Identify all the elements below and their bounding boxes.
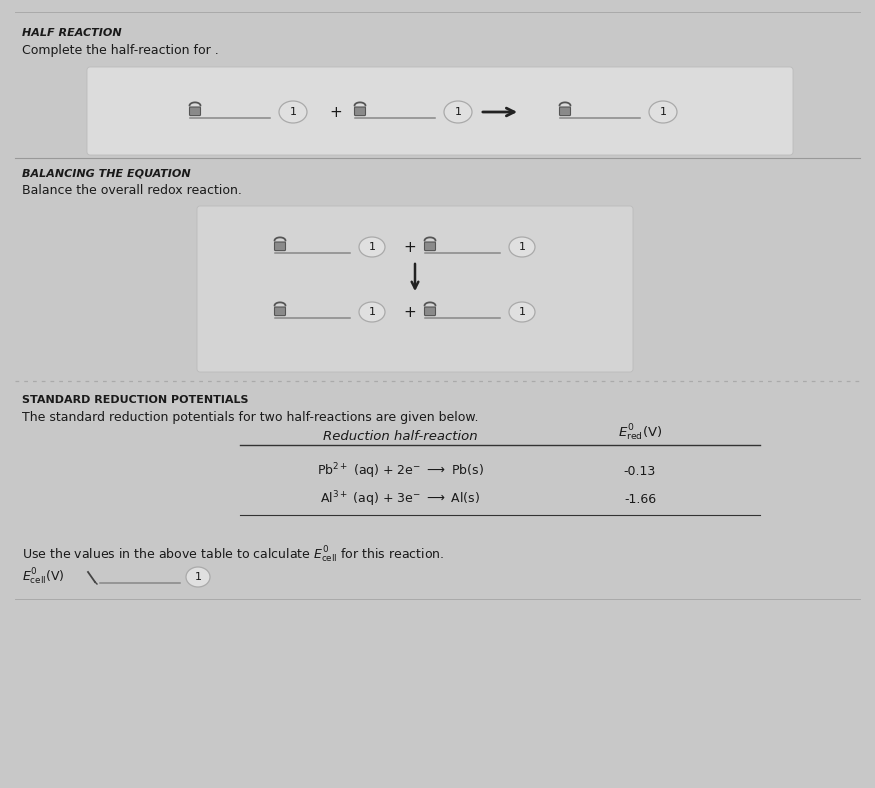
Ellipse shape [509,302,535,322]
Text: 1: 1 [368,307,375,317]
Text: Pb$^{2+}$ (aq) + 2e$^{-}$ $\longrightarrow$ Pb(s): Pb$^{2+}$ (aq) + 2e$^{-}$ $\longrightarr… [317,461,483,481]
Text: HALF REACTION: HALF REACTION [22,28,122,38]
FancyBboxPatch shape [424,242,436,251]
Text: STANDARD REDUCTION POTENTIALS: STANDARD REDUCTION POTENTIALS [22,395,248,405]
Text: +: + [403,240,416,255]
Text: 1: 1 [194,572,201,582]
Ellipse shape [649,101,677,123]
Text: 1: 1 [660,107,667,117]
FancyBboxPatch shape [190,107,200,116]
Ellipse shape [279,101,307,123]
FancyBboxPatch shape [275,307,285,316]
Text: BALANCING THE EQUATION: BALANCING THE EQUATION [22,168,191,178]
Ellipse shape [186,567,210,587]
Text: 1: 1 [519,307,526,317]
FancyBboxPatch shape [87,67,793,155]
Text: Reduction half-reaction: Reduction half-reaction [323,430,478,443]
Ellipse shape [359,302,385,322]
Text: -0.13: -0.13 [624,464,656,478]
Text: +: + [403,304,416,319]
Ellipse shape [444,101,472,123]
Text: The standard reduction potentials for two half-reactions are given below.: The standard reduction potentials for tw… [22,411,479,424]
FancyBboxPatch shape [424,307,436,316]
Text: 1: 1 [290,107,297,117]
Text: 1: 1 [368,242,375,252]
Text: Al$^{3+}$ (aq) + 3e$^{-}$ $\longrightarrow$ Al(s): Al$^{3+}$ (aq) + 3e$^{-}$ $\longrightarr… [320,489,480,509]
FancyBboxPatch shape [559,107,570,116]
Ellipse shape [359,237,385,257]
FancyBboxPatch shape [354,107,366,116]
Text: +: + [330,105,342,120]
Text: 1: 1 [519,242,526,252]
Text: Complete the half-reaction for .: Complete the half-reaction for . [22,44,219,57]
Text: Use the values in the above table to calculate $E^{0}_{\mathrm{cell}}$ for this : Use the values in the above table to cal… [22,545,444,565]
FancyBboxPatch shape [197,206,633,372]
Text: Balance the overall redox reaction.: Balance the overall redox reaction. [22,184,242,197]
Text: $E^{0}_{\mathrm{cell}}$(V): $E^{0}_{\mathrm{cell}}$(V) [22,567,65,587]
Text: $E^{0}_{\mathrm{red}}$(V): $E^{0}_{\mathrm{red}}$(V) [618,422,662,443]
Text: -1.66: -1.66 [624,492,656,505]
Ellipse shape [509,237,535,257]
Text: 1: 1 [454,107,461,117]
FancyBboxPatch shape [275,242,285,251]
